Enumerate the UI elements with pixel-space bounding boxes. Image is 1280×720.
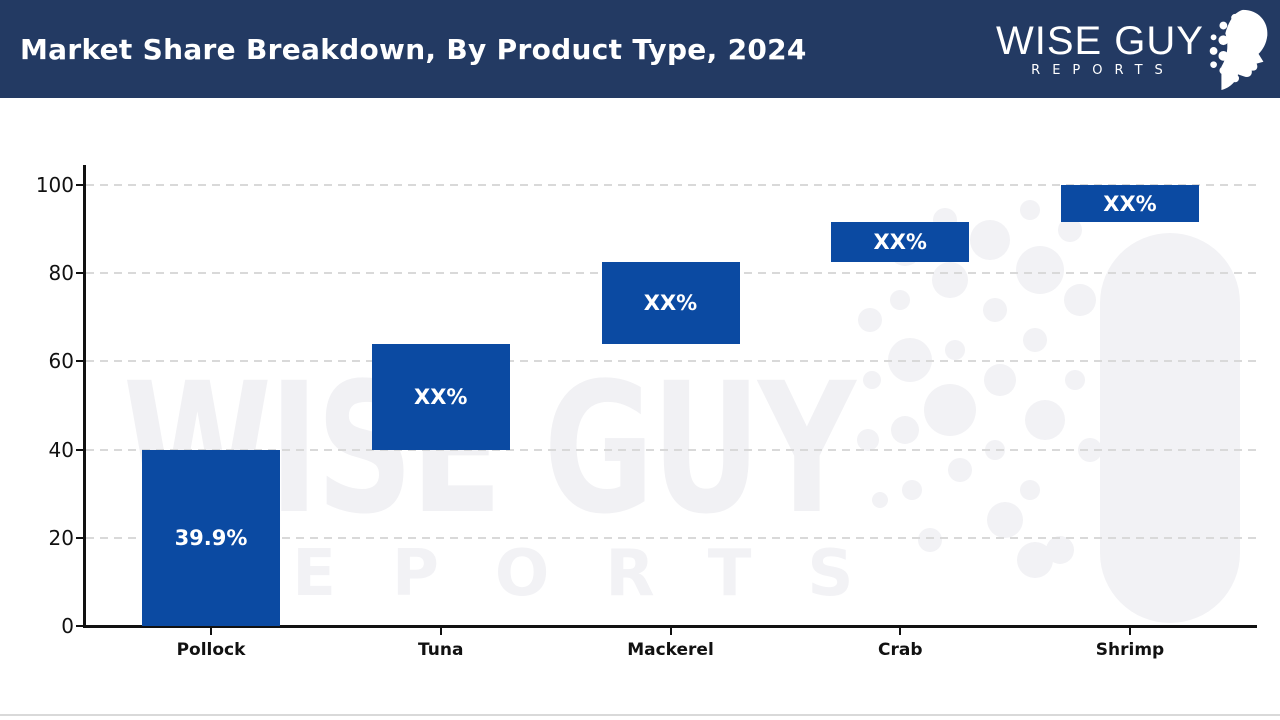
watermark-head-shape (1100, 233, 1240, 623)
watermark-dot (987, 502, 1023, 538)
logo-subtext: REPORTS (1031, 62, 1175, 78)
bar-value-label: XX% (1103, 191, 1157, 216)
x-category-label: Tuna (418, 640, 464, 660)
gridline-100 (86, 184, 1256, 186)
watermark-dot (888, 338, 932, 382)
watermark-dot (924, 384, 976, 436)
watermark-dot (945, 340, 965, 360)
x-category-label: Shrimp (1095, 640, 1165, 660)
logo-wordmark: WISE GUY (995, 18, 1204, 63)
bar-shrimp: XX% (1061, 185, 1199, 223)
x-tick-mark (669, 627, 672, 635)
bar-crab: XX% (831, 222, 970, 263)
watermark-dot (948, 458, 972, 482)
watermark-dot (1017, 542, 1053, 578)
header-bar: Market Share Breakdown, By Product Type,… (0, 0, 1280, 98)
watermark-dot (872, 492, 888, 508)
bar-value-label: 39.9% (174, 526, 248, 550)
watermark-dot (970, 220, 1010, 260)
wiseguy-logo: WISE GUY REPORTS (996, 6, 1272, 92)
y-tick-mark (76, 448, 84, 451)
watermark-dot (863, 371, 881, 389)
y-tick-mark (76, 184, 84, 186)
bar-tuna: XX% (371, 343, 510, 451)
y-tick-label: 60 (48, 349, 74, 374)
bar-value-label: XX% (414, 384, 468, 409)
gridline-60 (86, 360, 1256, 363)
watermark-dot (1064, 284, 1096, 316)
x-category-label: Crab (877, 640, 923, 660)
y-tick-mark (76, 272, 84, 275)
x-tick-mark (439, 627, 442, 635)
y-tick-mark (76, 360, 84, 363)
wiseguy-face-icon (1209, 9, 1268, 91)
watermark-dot (983, 298, 1007, 322)
bar-value-label: XX% (643, 290, 698, 315)
x-tick-mark (899, 627, 902, 635)
watermark-dot (918, 528, 942, 552)
watermark-dot (984, 364, 1016, 396)
y-tick-mark (76, 625, 84, 627)
chart-title: Market Share Breakdown, By Product Type,… (20, 32, 807, 66)
watermark-dot (890, 290, 910, 310)
watermark-dot (932, 262, 968, 298)
bar-mackerel: XX% (601, 262, 740, 344)
watermark-dot (1065, 370, 1085, 390)
y-axis-line (83, 165, 86, 628)
watermark-dot (1016, 246, 1064, 294)
logo-text: WISE GUY REPORTS (996, 21, 1204, 78)
watermark-dot (1020, 480, 1040, 500)
y-tick-label: 0 (61, 614, 74, 638)
y-tick-label: 40 (48, 437, 74, 462)
y-tick-mark (76, 536, 84, 539)
y-tick-label: 100 (35, 173, 74, 197)
x-category-label: Mackerel (627, 640, 714, 660)
y-tick-label: 20 (48, 525, 74, 550)
bar-pollock: 39.9% (142, 450, 280, 626)
gridline-40 (86, 448, 1256, 451)
x-tick-mark (1129, 627, 1131, 635)
watermark-dot (857, 429, 879, 451)
footer-rule (0, 714, 1280, 716)
x-axis-line (83, 625, 1257, 628)
watermark-dot (1023, 328, 1047, 352)
x-category-label: Pollock (176, 640, 246, 660)
gridline-20 (86, 536, 1256, 539)
watermark-dot (902, 480, 922, 500)
watermark-dot (858, 308, 882, 332)
watermark-dot (1020, 200, 1040, 220)
watermark-subtext: REPORTS (187, 537, 910, 611)
x-tick-mark (210, 627, 212, 635)
watermark-dot (1025, 400, 1065, 440)
bar-value-label: XX% (873, 230, 927, 255)
y-tick-label: 80 (48, 261, 74, 286)
watermark-dot (891, 416, 919, 444)
